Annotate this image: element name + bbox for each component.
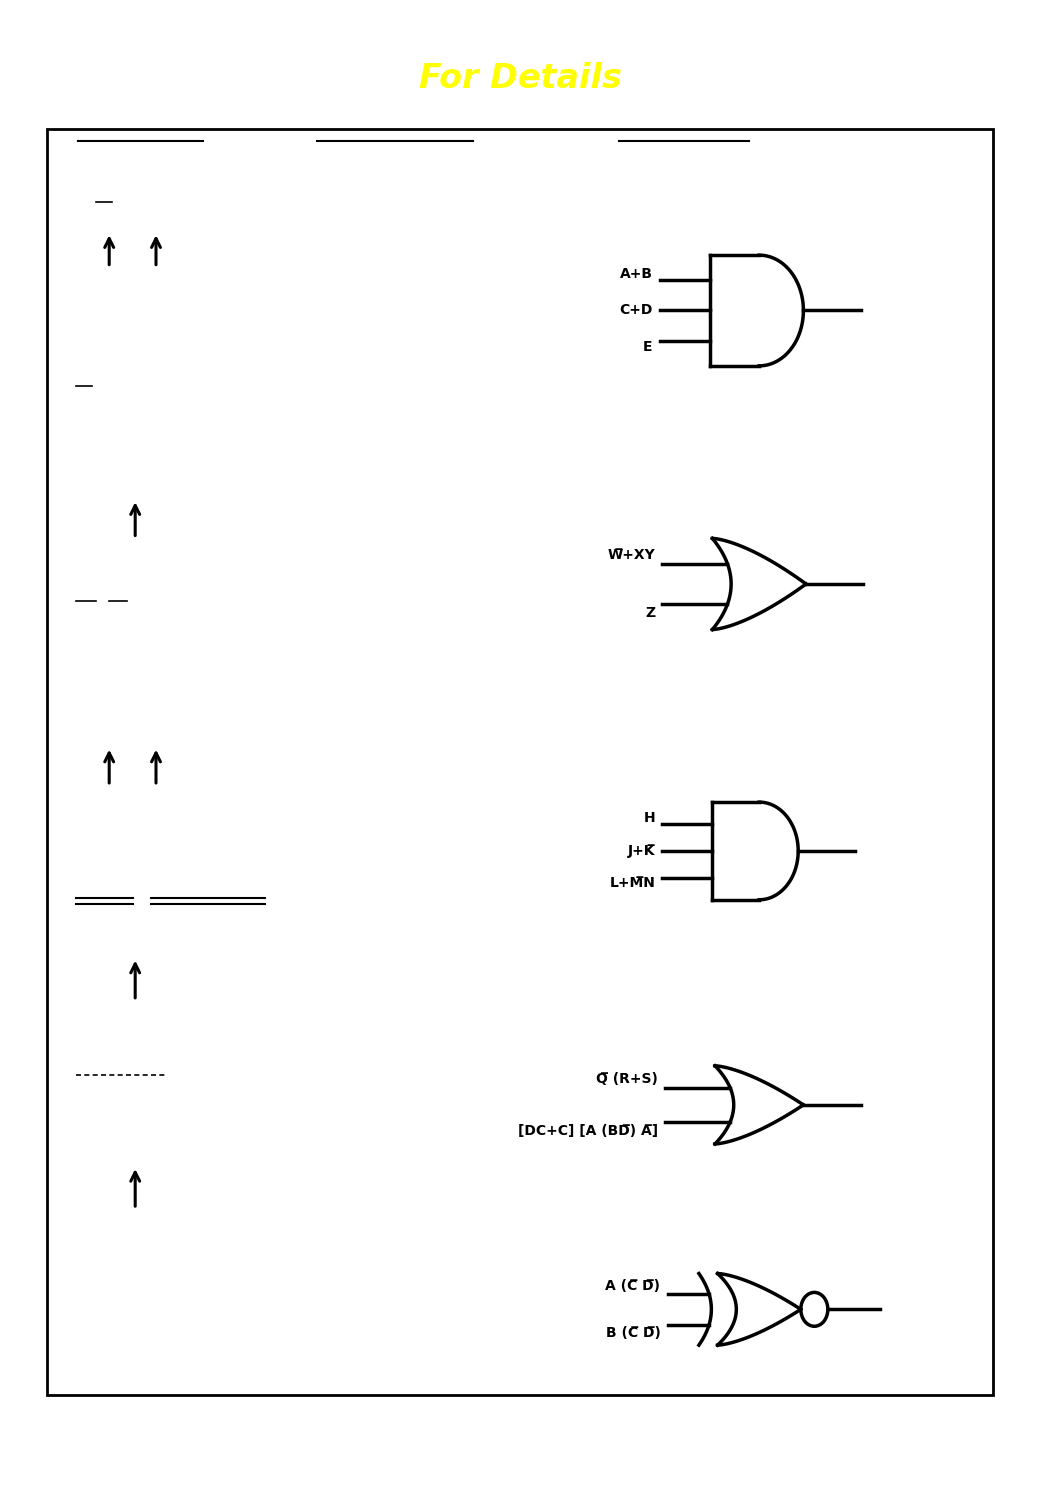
Text: H: H — [644, 812, 655, 825]
Text: Q̅ (R+S): Q̅ (R+S) — [596, 1071, 657, 1086]
Text: W̅+XY: W̅+XY — [607, 548, 655, 563]
Text: [DC+C] [A (BD̅) A̅]: [DC+C] [A (BD̅) A̅] — [518, 1124, 657, 1138]
Text: TAP HERE: TAP HERE — [475, 21, 565, 39]
Text: L+M̅N: L+M̅N — [609, 877, 655, 890]
Text: Z: Z — [645, 605, 655, 620]
Text: B (C̅ D̅): B (C̅ D̅) — [605, 1326, 660, 1340]
Text: A (C̅ D̅): A (C̅ D̅) — [605, 1280, 660, 1293]
Text: For Details: For Details — [418, 62, 622, 95]
Text: A+B: A+B — [620, 267, 653, 281]
Text: E: E — [643, 340, 653, 355]
Text: C+D: C+D — [619, 303, 653, 317]
Text: J+K̅: J+K̅ — [628, 844, 655, 859]
